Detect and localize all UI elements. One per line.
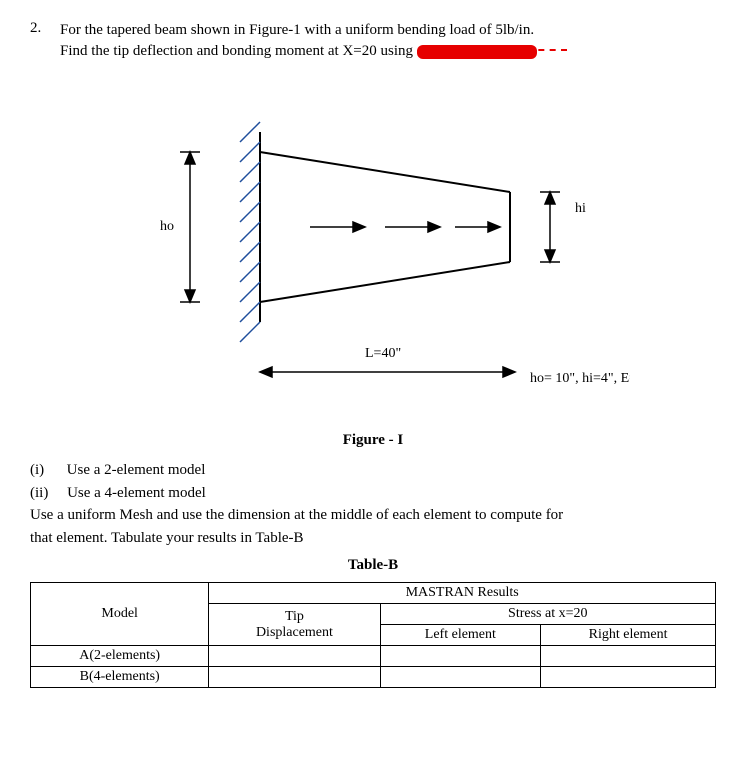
figure-1: ho (130, 112, 630, 412)
subitem-desc1: Use a uniform Mesh and use the dimension… (30, 504, 716, 527)
col-results: MASTRAN Results (209, 583, 716, 604)
col-tip: Tip Displacement (209, 604, 380, 646)
question-line1: For the tapered beam shown in Figure-1 w… (60, 22, 534, 38)
col-right: Right element (541, 625, 716, 646)
question-number: 2. (30, 20, 50, 62)
load-arrows (310, 222, 500, 232)
beam-diagram: ho (130, 112, 630, 412)
results-table: Model MASTRAN Results Tip Displacement S… (30, 582, 716, 688)
row-b-label: B(4-elements) (31, 667, 209, 688)
subitem-i: (i) Use a 2-element model (30, 459, 716, 482)
question-line2: Find the tip deflection and bonding mome… (60, 43, 417, 59)
hi-label: hi (575, 201, 586, 216)
subitem-desc2: that element. Tabulate your results in T… (30, 527, 716, 550)
row-a-label: A(2-elements) (31, 646, 209, 667)
question-text: For the tapered beam shown in Figure-1 w… (60, 20, 716, 62)
col-tip-l2: Displacement (256, 625, 333, 640)
table-row: A(2-elements) (31, 646, 716, 667)
table-b-label: Table-B (30, 557, 716, 574)
length-label: L=40" (365, 346, 401, 361)
cell (209, 667, 380, 688)
cell (541, 646, 716, 667)
redaction-mark (417, 45, 537, 59)
subitem-ii: (ii) Use a 4-element model (30, 482, 716, 505)
ho-label: ho (160, 219, 174, 234)
col-stress: Stress at x=20 (380, 604, 715, 625)
beam-spec: ho= 10", hi=4", E=10^7 psi (530, 371, 630, 386)
cell (380, 667, 541, 688)
question-block: 2. For the tapered beam shown in Figure-… (30, 20, 716, 62)
cell (380, 646, 541, 667)
figure-caption: Figure - I (30, 432, 716, 449)
table-row: B(4-elements) (31, 667, 716, 688)
cell (209, 646, 380, 667)
table-row: Model MASTRAN Results (31, 583, 716, 604)
col-left: Left element (380, 625, 541, 646)
col-model: Model (31, 583, 209, 646)
fixed-support (240, 122, 260, 342)
sub-items: (i) Use a 2-element model (ii) Use a 4-e… (30, 459, 716, 549)
cell (541, 667, 716, 688)
col-tip-l1: Tip (285, 609, 304, 624)
